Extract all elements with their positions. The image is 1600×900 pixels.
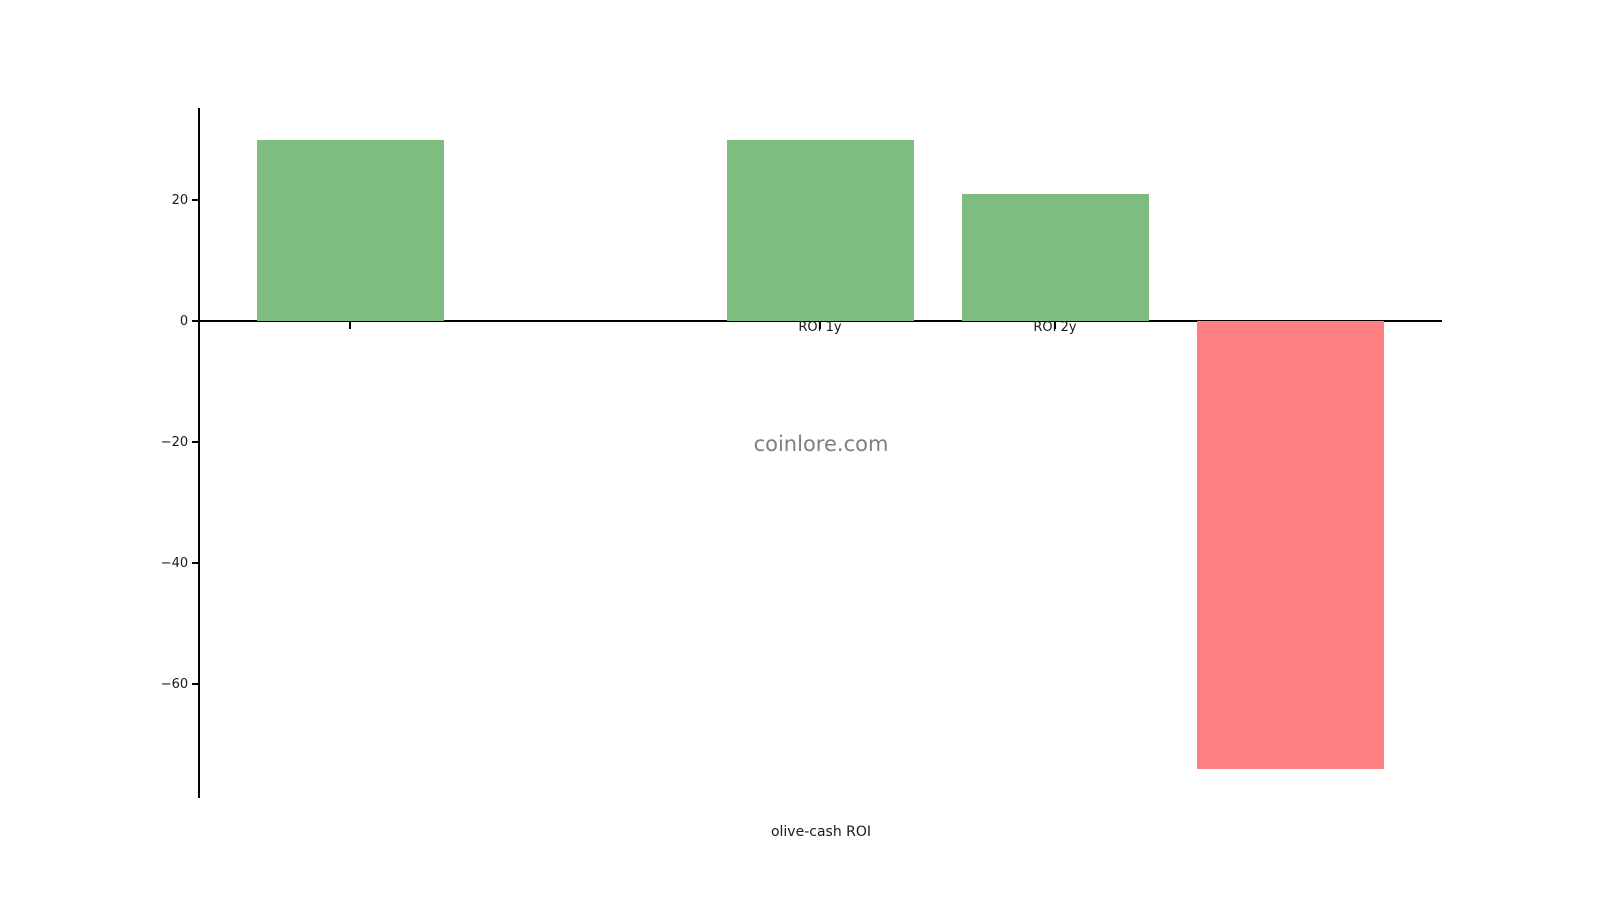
- x-tick: [1054, 321, 1056, 329]
- chart-xlabel: olive-cash ROI: [770, 824, 872, 840]
- bar-category-0: [256, 139, 444, 321]
- bar-roi-1y: [726, 139, 914, 321]
- watermark-coinlore: coinlore.com: [753, 432, 889, 456]
- y-tick-label: 20: [171, 192, 189, 208]
- x-axis-line: [199, 320, 1442, 322]
- y-tick-label: −20: [160, 434, 189, 450]
- y-tick-label: 0: [179, 313, 189, 329]
- y-tick: [192, 441, 200, 443]
- bar-category-4: [1196, 321, 1384, 769]
- bar-roi-2y: [961, 193, 1149, 321]
- y-tick-label: −60: [160, 676, 189, 692]
- x-tick: [819, 321, 821, 329]
- x-tick: [349, 321, 351, 329]
- y-tick: [192, 199, 200, 201]
- y-axis-line: [198, 108, 200, 798]
- y-tick: [192, 683, 200, 685]
- y-tick-label: −40: [160, 555, 189, 571]
- y-tick: [192, 320, 200, 322]
- y-tick: [192, 562, 200, 564]
